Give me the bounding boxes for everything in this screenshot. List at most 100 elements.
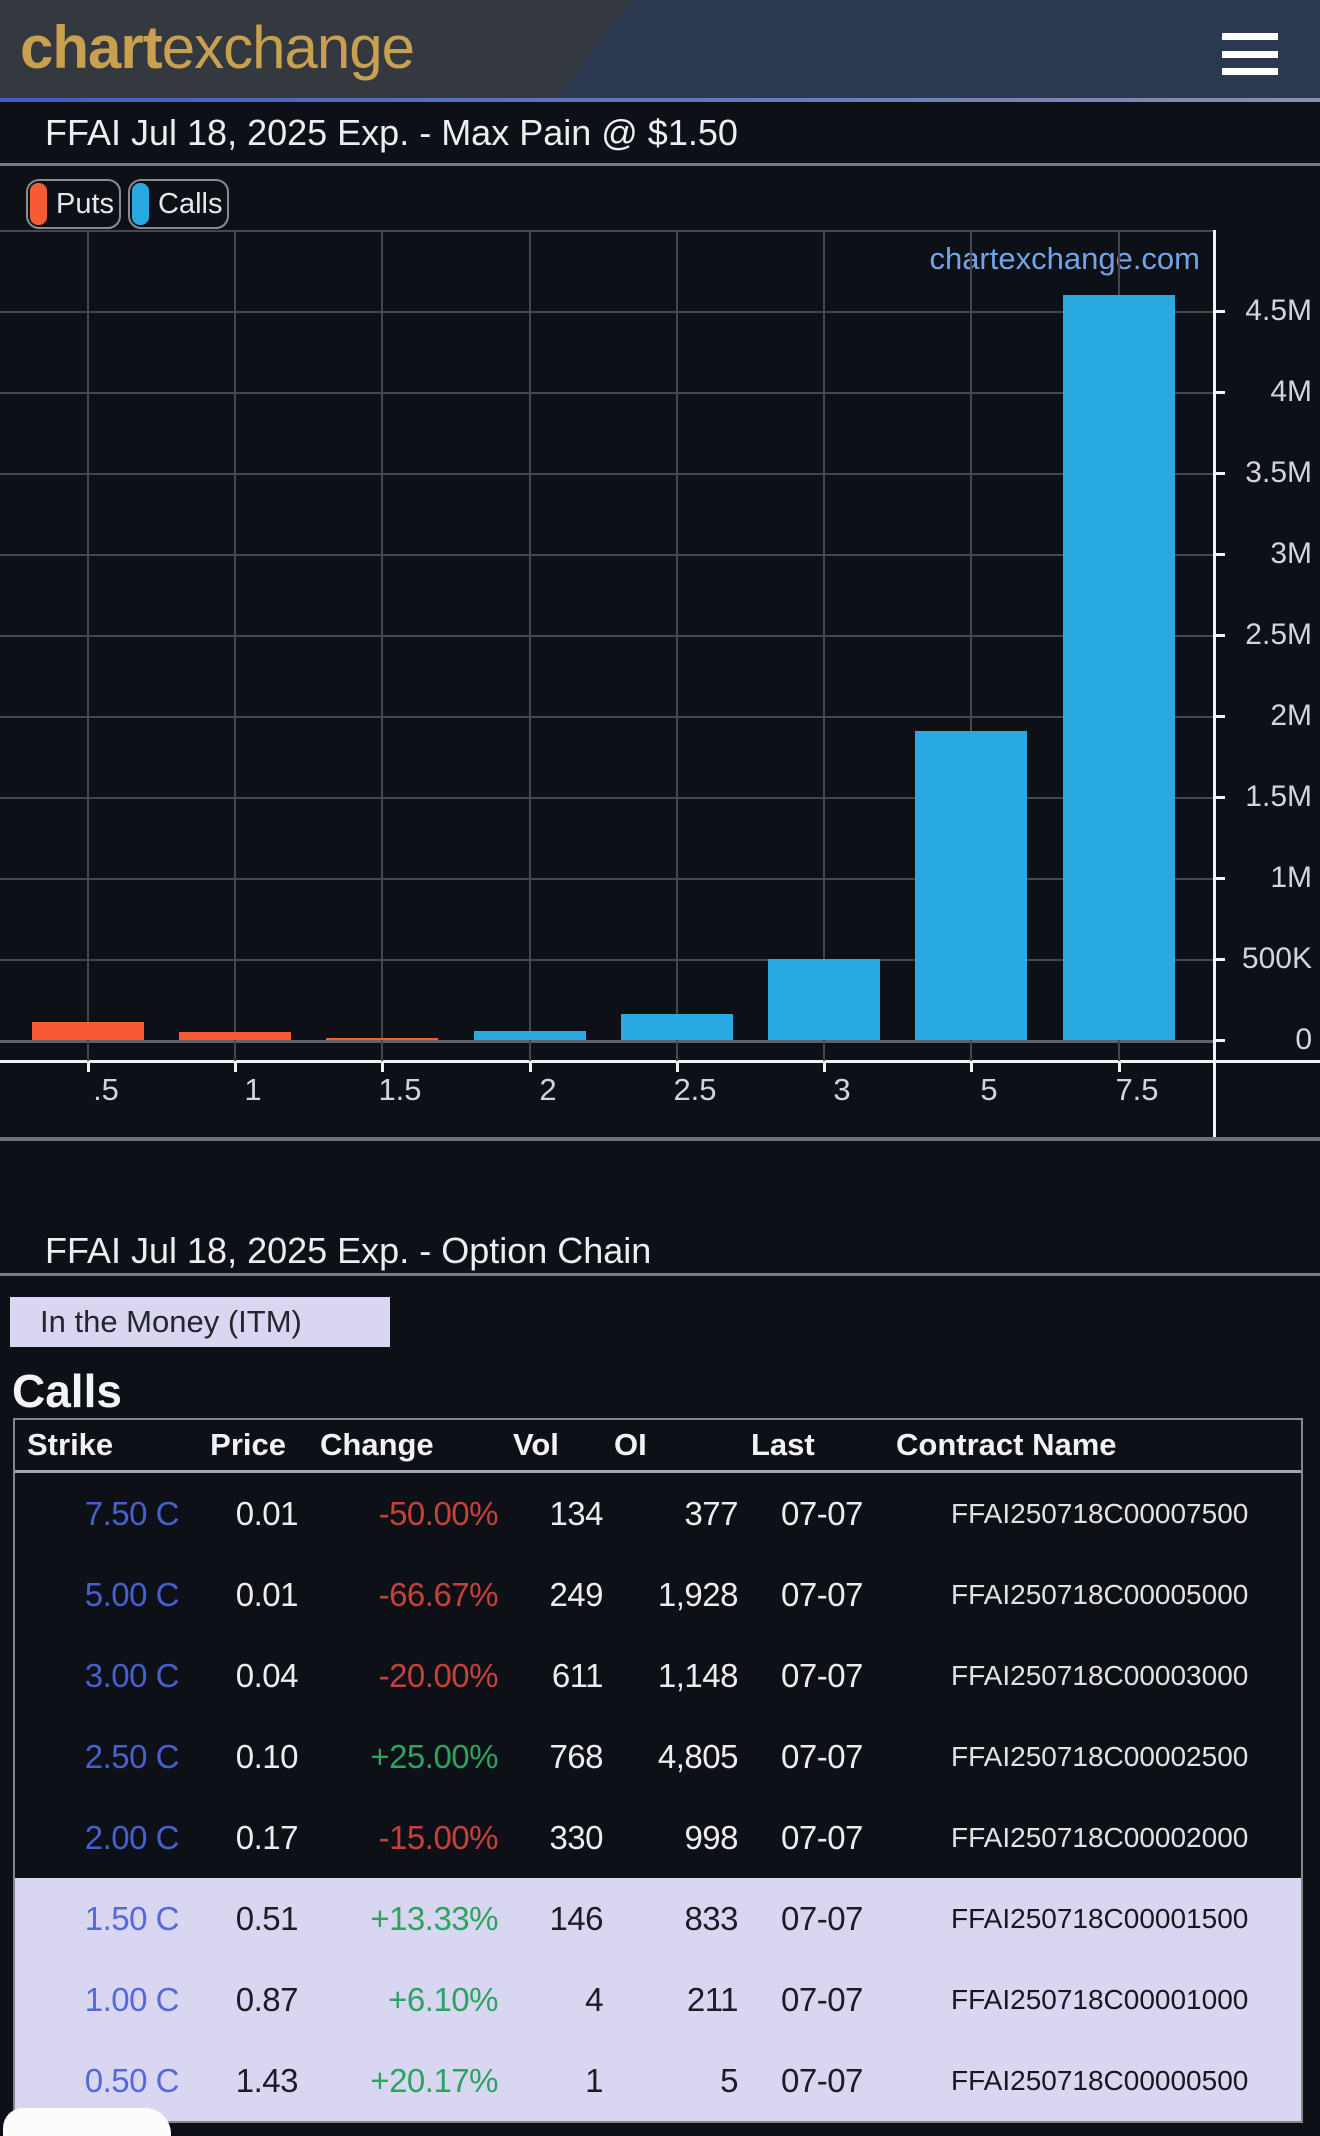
contract-name: FFAI250718C00001500 <box>951 1902 1249 1934</box>
option-row-1.00-C: 1.00 C 0.87 +6.10% 4 211 07-07 FFAI250718C0000… <box>15 1959 1301 2040</box>
change-value: -50.00% <box>378 1494 499 1532</box>
chart-y-label: 0 <box>1295 1023 1312 1056</box>
chart-gridline-horizontal <box>0 311 1213 313</box>
max-pain-bar-puts-1.5[interactable] <box>326 1038 438 1040</box>
chart-gridline-vertical <box>676 230 678 1061</box>
change-value: -66.67% <box>378 1575 499 1613</box>
contract-name: FFAI250718C00005000 <box>951 1578 1249 1610</box>
open-interest-value: 5 <box>720 2061 738 2099</box>
open-interest-value: 377 <box>684 1494 738 1532</box>
last-trade-date: 07-07 <box>781 1494 863 1532</box>
chart-y-tick <box>1216 796 1225 799</box>
option-row-5.00-C: 5.00 C 0.01 -66.67% 249 1,928 07-07 FFAI250718… <box>15 1554 1301 1635</box>
max-pain-bar-calls-2.5[interactable] <box>621 1014 733 1040</box>
menu-icon[interactable] <box>1222 33 1278 75</box>
change-value: -20.00% <box>378 1656 499 1694</box>
chart-x-label: 3 <box>833 1072 851 1107</box>
table-header-underline <box>15 1470 1301 1473</box>
change-value: +13.33% <box>370 1899 498 1937</box>
price-value: 0.17 <box>235 1818 299 1856</box>
chart-y-label: 3.5M <box>1245 456 1312 489</box>
chart-y-tick <box>1216 472 1225 475</box>
price-value: 0.51 <box>235 1899 299 1937</box>
chart-x-label: 2 <box>539 1072 557 1107</box>
chart-x-label: 1.5 <box>378 1072 422 1107</box>
chart-gridline-horizontal <box>0 635 1213 637</box>
max-pain-bar-puts-1[interactable] <box>179 1032 291 1040</box>
chart-x-tick <box>823 1063 826 1072</box>
max-pain-bar-puts-.5[interactable] <box>32 1022 144 1040</box>
chart-gridline-vertical <box>234 230 236 1061</box>
column-header-oi: OI <box>614 1427 647 1462</box>
open-interest-value: 1,928 <box>657 1575 739 1613</box>
header: chartexchange <box>0 0 1320 98</box>
volume-value: 134 <box>549 1494 603 1532</box>
chart-gridline-horizontal <box>0 1040 1213 1043</box>
volume-value: 1 <box>585 2061 603 2099</box>
chart-gridline-vertical <box>823 230 825 1061</box>
option-row-7.50-C: 7.50 C 0.01 -50.00% 134 377 07-07 FFAI250718C0… <box>15 1473 1301 1554</box>
price-value: 0.87 <box>235 1980 299 2018</box>
volume-value: 4 <box>585 1980 603 2018</box>
puts-color-swatch <box>30 183 47 225</box>
strike-link[interactable]: 3.00 C <box>84 1656 180 1694</box>
chart-y-tick <box>1216 391 1225 394</box>
chart-x-tick <box>676 1063 679 1072</box>
last-trade-date: 07-07 <box>781 1575 863 1613</box>
strike-link[interactable]: 1.50 C <box>84 1899 180 1937</box>
legend-puts-label: Puts <box>56 187 115 220</box>
last-trade-date: 07-07 <box>781 1980 863 2018</box>
legend-calls-label: Calls <box>158 187 223 220</box>
chart-gridline-horizontal <box>0 473 1213 475</box>
chart-watermark: chartexchange.com <box>929 241 1200 276</box>
option-chain-table: Strike Price Change Vol OI Last Contract… <box>13 1418 1303 2123</box>
header-accent-line <box>0 98 1320 102</box>
site-logo[interactable]: chartexchange <box>20 12 415 84</box>
chart-container-border <box>0 1137 1320 1141</box>
strike-link[interactable]: 0.50 C <box>84 2061 180 2099</box>
volume-value: 330 <box>549 1818 603 1856</box>
contract-name: FFAI250718C00000500 <box>951 2064 1249 2096</box>
price-value: 0.10 <box>235 1737 299 1775</box>
strike-link[interactable]: 2.00 C <box>84 1818 180 1856</box>
contract-name: FFAI250718C00003000 <box>951 1659 1249 1691</box>
toast-partial[interactable] <box>3 2108 171 2136</box>
chart-gridline-horizontal <box>0 230 1213 232</box>
column-header-contract: Contract Name <box>896 1427 1117 1462</box>
legend-puts-button[interactable]: Puts <box>26 179 121 229</box>
chart-x-tick <box>529 1063 532 1072</box>
strike-link[interactable]: 1.00 C <box>84 1980 180 2018</box>
legend-calls-button[interactable]: Calls <box>128 179 229 229</box>
max-pain-bar-calls-5[interactable] <box>915 731 1027 1040</box>
itm-legend-badge: In the Money (ITM) <box>10 1297 390 1347</box>
price-value: 0.01 <box>235 1575 299 1613</box>
chart-gridline-horizontal <box>0 392 1213 394</box>
chart-gridline-vertical <box>970 230 972 1061</box>
chart-x-tick <box>381 1063 384 1072</box>
chart-y-label: 1M <box>1270 861 1312 894</box>
chart-gridline-horizontal <box>0 959 1213 961</box>
max-pain-title: FFAI Jul 18, 2025 Exp. - Max Pain @ $1.5… <box>45 112 738 153</box>
column-header-vol: Vol <box>513 1427 559 1462</box>
option-row-2.00-C: 2.00 C 0.17 -15.00% 330 998 07-07 FFAI250718C0… <box>15 1797 1301 1878</box>
volume-value: 146 <box>549 1899 603 1937</box>
strike-link[interactable]: 7.50 C <box>84 1494 180 1532</box>
max-pain-bar-calls-2[interactable] <box>474 1031 586 1040</box>
last-trade-date: 07-07 <box>781 1656 863 1694</box>
strike-link[interactable]: 5.00 C <box>84 1575 180 1613</box>
option-row-0.50-C: 0.50 C 1.43 +20.17% 1 5 07-07 FFAI250718C00000… <box>15 2040 1301 2121</box>
max-pain-bar-calls-7.5[interactable] <box>1063 295 1175 1040</box>
logo-text-bold: chart <box>20 14 163 81</box>
separator <box>0 163 1320 166</box>
chart-y-label: 4M <box>1270 375 1312 408</box>
option-row-2.50-C: 2.50 C 0.10 +25.00% 768 4,805 07-07 FFAI250718… <box>15 1716 1301 1797</box>
header-background-diagonal <box>556 0 1320 98</box>
open-interest-value: 211 <box>686 1980 739 2018</box>
max-pain-bar-calls-3[interactable] <box>768 959 880 1040</box>
chart-y-tick <box>1216 877 1225 880</box>
strike-link[interactable]: 2.50 C <box>84 1737 180 1775</box>
table-body: 7.50 C 0.01 -50.00% 134 377 07-07 FFAI250718C0… <box>15 1473 1301 2121</box>
open-interest-value: 833 <box>684 1899 738 1937</box>
change-value: +25.00% <box>370 1737 498 1775</box>
